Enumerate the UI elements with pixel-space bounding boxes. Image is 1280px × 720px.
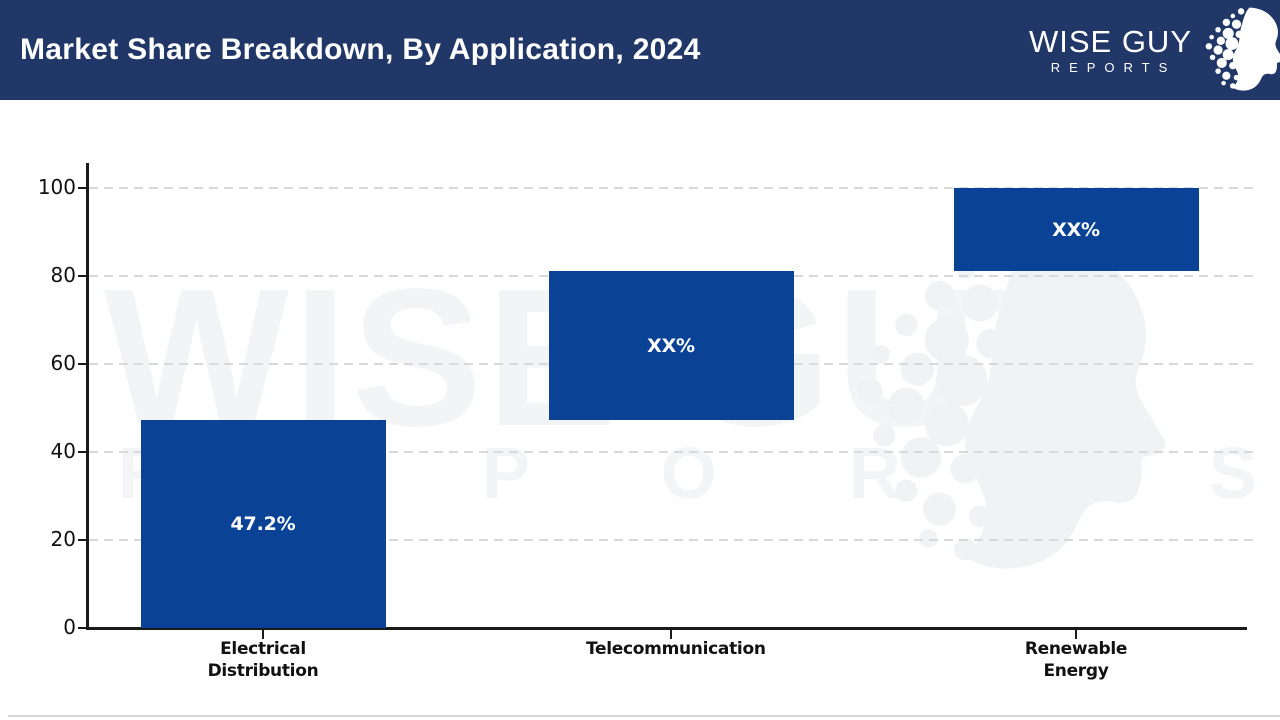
y-tick-mark: [78, 539, 88, 541]
bar-value-label: XX%: [1052, 218, 1100, 241]
y-tick-label: 40: [50, 439, 76, 463]
brand-subname: REPORTS: [1050, 60, 1177, 75]
brand-head-icon: [1194, 4, 1280, 96]
x-category-label: Electrical Distribution: [207, 639, 319, 681]
y-tick-mark: [78, 627, 88, 629]
brand-logo: WISE GUY REPORTS: [1029, 0, 1280, 100]
x-category-label: Renewable Energy: [1024, 639, 1128, 681]
y-tick-mark: [78, 275, 88, 277]
watermark-head-icon: [818, 222, 1186, 590]
y-tick-label: 20: [50, 527, 76, 551]
bar-value-label: 47.2%: [230, 513, 296, 536]
gridline: [89, 451, 1259, 453]
y-tick-label: 0: [63, 615, 76, 639]
gridline: [89, 187, 1259, 189]
y-tick-label: 80: [50, 263, 76, 287]
footer-divider: [8, 715, 1280, 717]
gridline: [89, 539, 1259, 541]
x-tick-mark: [670, 630, 672, 639]
header-bar: Market Share Breakdown, By Application, …: [0, 0, 1280, 100]
y-tick-mark: [78, 451, 88, 453]
bar-segment: 47.2%: [140, 420, 386, 628]
y-tick-label: 60: [50, 351, 76, 375]
bar-segment: XX%: [953, 188, 1199, 272]
x-tick-mark: [262, 630, 264, 639]
x-axis-line: [86, 627, 1247, 630]
y-tick-mark: [78, 187, 88, 189]
y-tick-label: 100: [37, 175, 76, 199]
y-axis-line: [86, 163, 89, 630]
page-title: Market Share Breakdown, By Application, …: [20, 33, 701, 66]
brand-logo-text: WISE GUY REPORTS: [1029, 26, 1192, 74]
y-tick-mark: [78, 363, 88, 365]
bar-segment: XX%: [548, 271, 794, 421]
bar-value-label: XX%: [647, 334, 695, 357]
x-tick-mark: [1075, 630, 1077, 639]
brand-name: WISE GUY: [1028, 24, 1192, 59]
x-category-label: Telecommunication: [586, 639, 766, 659]
